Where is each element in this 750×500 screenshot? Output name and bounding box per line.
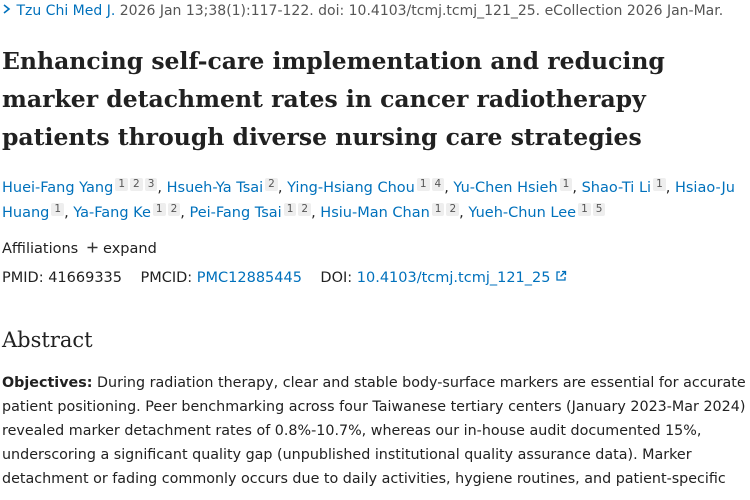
affiliation-number[interactable]: 5 [592,203,606,216]
affiliation-number[interactable]: 1 [115,178,129,191]
author-name[interactable]: Hsiu-Man Chan [320,205,430,221]
separator: , [157,180,162,196]
affiliation-number[interactable]: 1 [431,203,445,216]
author: Hsiu-Man Chan 1 2, [320,203,464,221]
author: Hsueh-Ya Tsai 2, [166,178,283,196]
affiliation-number[interactable]: 4 [431,178,445,191]
plus-icon[interactable] [87,242,98,253]
identifiers: PMID: 41669335 PMCID: PMC12885445 DOI: 1… [2,270,567,286]
article-title: Enhancing self-care implementation and r… [2,47,665,151]
separator: , [64,205,69,221]
abstract-text: Objectives: During radiation therapy, cl… [2,371,748,491]
author-list: Huei-Fang Yang 1 2 3, Hsueh-Ya Tsai 2, Ying-… [2,176,748,226]
chevron-icon [3,4,11,14]
affiliations: Affiliations expand [2,241,157,257]
author-name[interactable]: Ying-Hsiang Chou [287,180,415,196]
doi-link[interactable]: 10.4103/tcmj.tcmj_121_25 [356,270,551,286]
author-name[interactable]: Yueh-Chun Lee [468,205,577,221]
author: Shao-Ti Li 1, [581,178,671,196]
pmid-label: PMID: [2,270,44,286]
affiliation-number[interactable]: 1 [51,203,65,216]
author-name[interactable]: Huei-Fang Yang [2,180,114,196]
affiliation-number[interactable]: 2 [446,203,460,216]
author: Hsiao-Ju Huang 1, [2,180,735,221]
affiliation-number[interactable]: 3 [144,178,158,191]
pmid: 41669335 [48,270,123,286]
affiliation-number[interactable]: 2 [167,203,181,216]
citation: Tzu Chi Med J. 2026 Jan 13;38(1):117-122… [2,3,723,19]
citation-details: 2026 Jan 13;38(1):117-122. doi: 10.4103/… [119,3,724,19]
abstract-heading: Abstract [2,328,93,352]
affiliation-number[interactable]: 1 [152,203,166,216]
author-name[interactable]: Yu-Chen Hsieh [453,180,558,196]
journal[interactable]: Tzu Chi Med J. [16,3,116,19]
affiliation-number[interactable]: 1 [283,203,297,216]
author: Yu-Chen Hsieh 1, [453,178,577,196]
author-name[interactable]: Hsueh-Ya Tsai [166,180,264,196]
author-name[interactable]: Ya-Fang Ke [73,205,151,221]
separator: , [459,205,464,221]
affiliation-number[interactable]: 1 [559,178,573,191]
affiliation-number[interactable]: 2 [265,178,278,191]
author-name[interactable]: Shao-Ti Li [581,180,652,196]
affiliation-number[interactable]: 1 [653,178,666,191]
author: Yueh-Chun Lee 1 5 [468,203,606,221]
abstract-body: During radiation therapy, clear and stab… [2,375,746,487]
author: Pei-Fang Tsai 1 2, [189,203,316,221]
affiliation-number[interactable]: 2 [298,203,312,216]
affiliation-number[interactable]: 1 [578,203,591,216]
separator: , [572,180,577,196]
author: Ya-Fang Ke 1 2, [73,203,185,221]
doi-label: DOI: [320,270,353,286]
affiliation-number[interactable]: 1 [416,178,430,191]
separator: , [311,205,316,221]
affiliations-label: Affiliations [2,241,79,257]
pmcid-link[interactable]: PMC12885445 [196,270,302,286]
external-link-icon [556,270,567,281]
affiliation-number[interactable]: 2 [130,178,143,191]
pmcid-label: PMCID: [140,270,193,286]
expand-toggle[interactable]: expand [103,241,157,257]
author-name[interactable]: Pei-Fang Tsai [189,205,282,221]
author-name[interactable]: Hsiao-Ju Huang [2,180,735,221]
separator: , [444,180,449,196]
separator: , [180,205,185,221]
abstract-label: Objectives: [2,375,93,391]
author: Ying-Hsiang Chou 1 4, [287,178,449,196]
separator: , [277,180,283,196]
author: Huei-Fang Yang 1 2 3, [2,178,162,196]
separator: , [665,180,671,196]
